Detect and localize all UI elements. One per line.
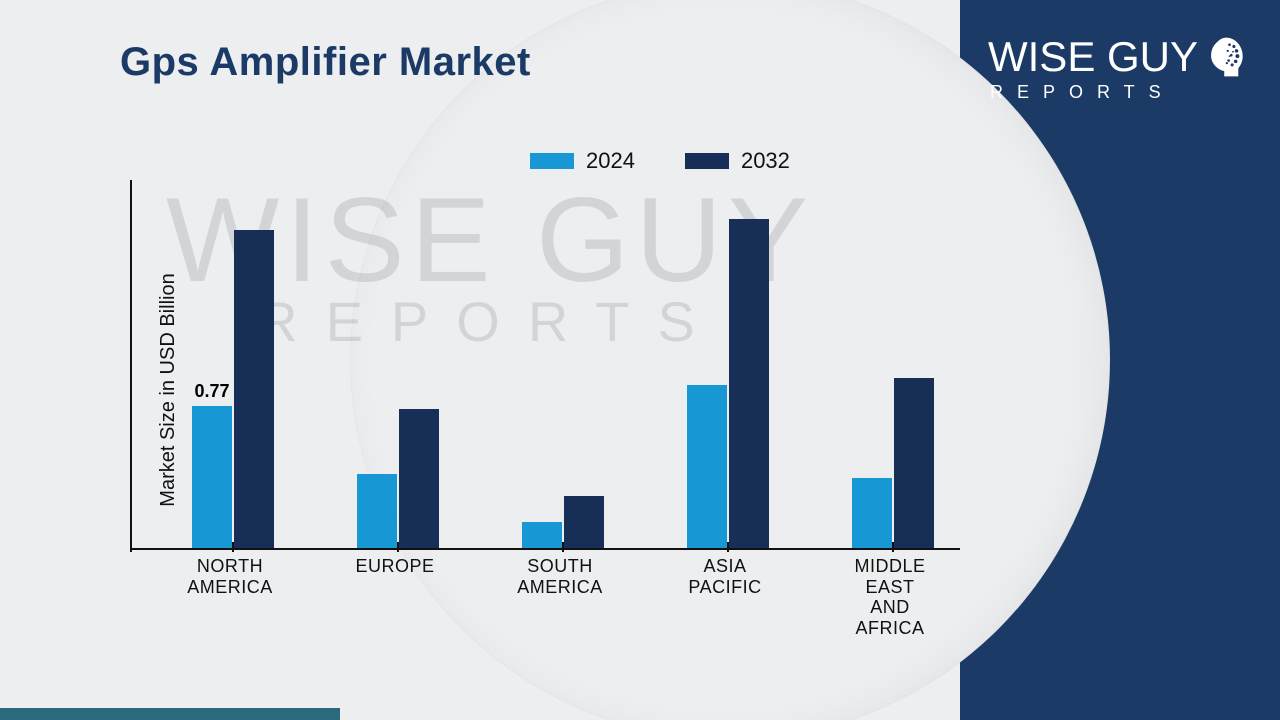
- chart-title: Gps Amplifier Market: [120, 40, 531, 85]
- bar-series-b: [399, 409, 439, 548]
- bar-series-a: [192, 406, 232, 548]
- bar-series-b: [564, 496, 604, 548]
- legend-label-a: 2024: [586, 148, 635, 174]
- logo-head-icon: [1204, 28, 1248, 86]
- x-tick: [130, 542, 132, 552]
- bar-series-a: [357, 474, 397, 548]
- x-ticks: [132, 548, 960, 552]
- bar-series-a: [522, 522, 562, 548]
- plot-area: 0.77: [130, 180, 960, 550]
- x-axis-label: SOUTHAMERICA: [485, 556, 635, 597]
- legend-swatch-b: [685, 153, 729, 169]
- bar-value-label: 0.77: [194, 381, 229, 402]
- bar-series-b: [729, 219, 769, 548]
- x-tick: [397, 542, 399, 552]
- bar-series-b: [234, 230, 274, 548]
- legend-item-2032: 2032: [685, 148, 790, 174]
- x-axis-label: EUROPE: [320, 556, 470, 577]
- bar-series-a: [852, 478, 892, 548]
- bar-series-b: [894, 378, 934, 548]
- x-tick: [232, 542, 234, 552]
- bar-series-a: [687, 385, 727, 548]
- legend-item-2024: 2024: [530, 148, 635, 174]
- x-axis-label: MIDDLEEASTANDAFRICA: [815, 556, 965, 639]
- x-axis-label: NORTHAMERICA: [155, 556, 305, 597]
- logo-text-main: WISE GUY: [988, 33, 1198, 81]
- bar-chart: Market Size in USD Billion 2024 2032 0.7…: [60, 150, 980, 630]
- x-axis-label: ASIAPACIFIC: [650, 556, 800, 597]
- x-tick: [727, 542, 729, 552]
- bars-container: 0.77: [132, 180, 960, 548]
- x-tick: [892, 542, 894, 552]
- legend-label-b: 2032: [741, 148, 790, 174]
- legend-swatch-a: [530, 153, 574, 169]
- decorative-strip: [0, 708, 340, 720]
- x-tick: [562, 542, 564, 552]
- brand-logo: WISE GUY REPORTS: [988, 28, 1248, 103]
- legend: 2024 2032: [530, 148, 790, 174]
